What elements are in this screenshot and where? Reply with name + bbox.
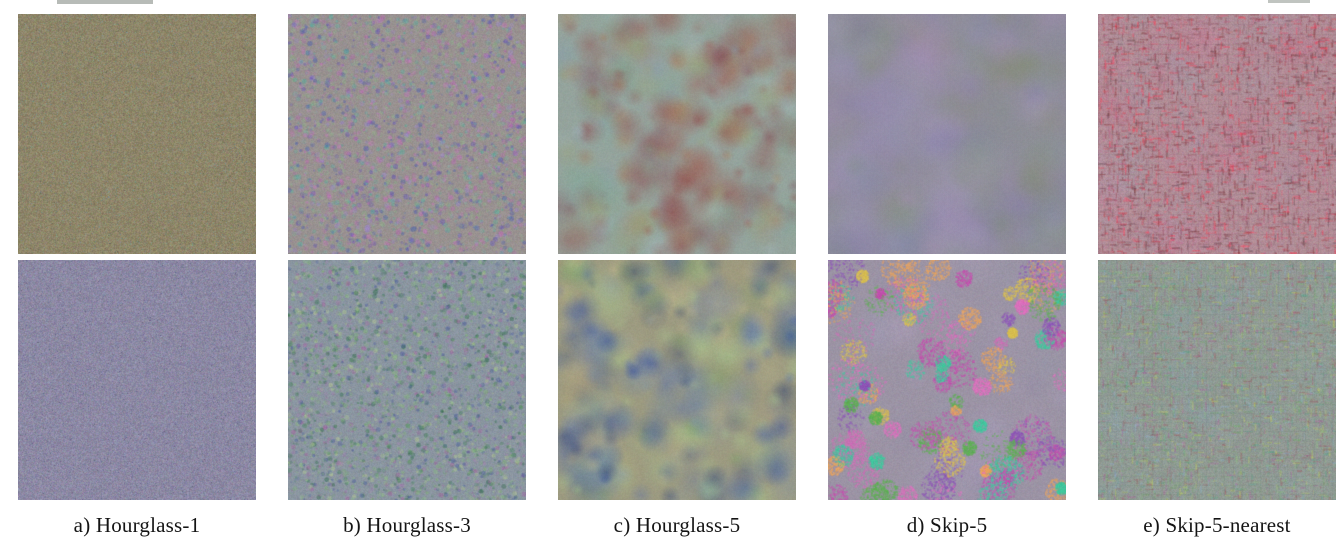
caption-hourglass-3: b) Hourglass-3 [343, 512, 471, 537]
column-hourglass-5: c) Hourglass-5 [558, 14, 796, 541]
caption-hourglass-1: a) Hourglass-1 [73, 512, 201, 537]
texture-skip-5-bottom [828, 260, 1066, 500]
texture-hourglass-3-top [288, 14, 526, 254]
texture-hourglass-5-bottom [558, 260, 796, 500]
caption-skip-5-nearest: e) Skip-5-nearest [1143, 512, 1291, 537]
texture-skip-5-nearest-bottom [1098, 260, 1336, 500]
column-skip-5-nearest: e) Skip-5-nearest [1098, 14, 1336, 541]
texture-skip-5-nearest-top [1098, 14, 1336, 254]
column-hourglass-3: b) Hourglass-3 [288, 14, 526, 541]
caption-skip-5: d) Skip-5 [906, 512, 988, 537]
texture-hourglass-5-top [558, 14, 796, 254]
column-skip-5: d) Skip-5 [828, 14, 1066, 541]
texture-hourglass-3-bottom [288, 260, 526, 500]
texture-hourglass-1-top [18, 14, 256, 254]
texture-skip-5-top [828, 14, 1066, 254]
texture-hourglass-1-bottom [18, 260, 256, 500]
column-hourglass-1: a) Hourglass-1 [18, 14, 256, 541]
crop-artifact [57, 0, 153, 4]
crop-artifact [1268, 0, 1310, 3]
texture-grid: a) Hourglass-1 b) Hourglass-3 c) Hourgla… [18, 14, 1336, 541]
caption-hourglass-5: c) Hourglass-5 [613, 512, 741, 537]
